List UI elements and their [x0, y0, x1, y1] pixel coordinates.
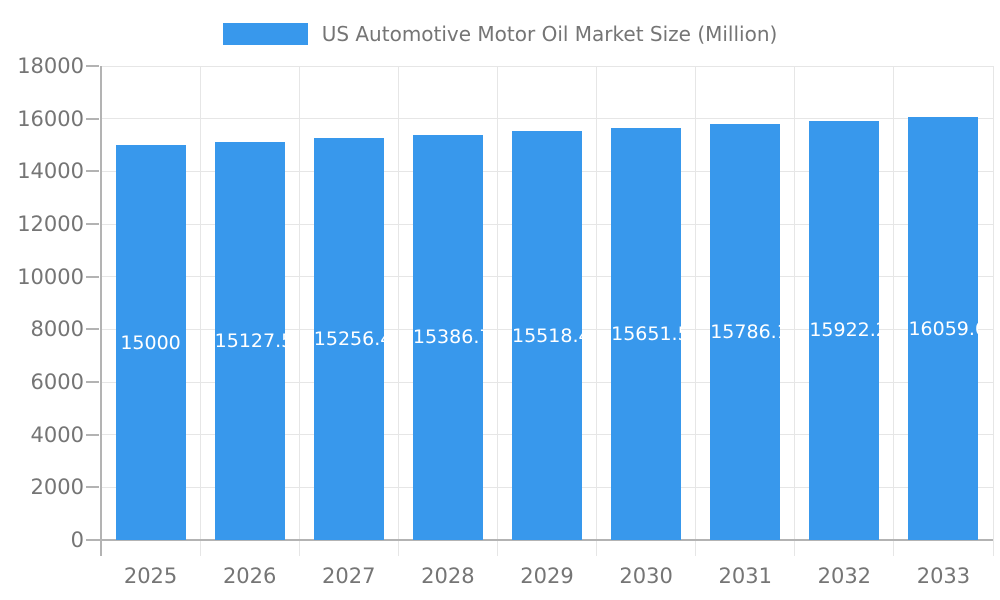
bar-2032[interactable] — [809, 120, 880, 540]
y-axis-label: 4000 — [30, 422, 84, 447]
gridline-vertical — [794, 66, 796, 556]
y-axis-tick — [86, 433, 99, 436]
gridline-vertical — [893, 66, 895, 556]
x-axis-label: 2030 — [619, 564, 673, 588]
x-axis-label: 2027 — [322, 564, 376, 588]
x-axis-label: 2033 — [916, 564, 971, 588]
gridline-vertical — [199, 66, 201, 556]
x-axis-label: 2026 — [222, 564, 277, 588]
bar-2033[interactable] — [908, 117, 979, 540]
y-axis-tick — [86, 65, 99, 67]
legend-swatch — [222, 23, 308, 45]
y-axis-tick — [86, 539, 99, 541]
x-axis-label: 2028 — [421, 564, 475, 588]
legend-label: US Automotive Motor Oil Market Size (Mil… — [321, 22, 778, 46]
y-axis-tick — [86, 170, 99, 173]
bar-2031[interactable] — [710, 124, 781, 540]
gridline-horizontal — [101, 65, 993, 67]
y-axis-label: 0 — [70, 528, 84, 552]
y-axis-label: 14000 — [17, 159, 84, 184]
y-axis-label: 8000 — [30, 317, 84, 342]
gridline-horizontal — [101, 118, 993, 120]
gridline-vertical — [596, 66, 598, 556]
gridline-vertical — [298, 66, 300, 556]
y-axis-label: 6000 — [30, 370, 84, 394]
y-axis-tick — [86, 381, 99, 383]
bar-2030[interactable] — [611, 127, 682, 540]
y-axis-label: 16000 — [17, 106, 84, 131]
gridline-vertical — [992, 66, 994, 556]
y-axis-tick — [86, 275, 99, 278]
x-axis-label: 2032 — [817, 564, 872, 588]
bar-2028[interactable] — [412, 134, 483, 540]
gridline-vertical — [397, 66, 399, 556]
gridline-vertical — [496, 66, 498, 556]
bar-2025[interactable] — [115, 145, 186, 540]
x-axis-label: 2025 — [123, 564, 178, 588]
y-axis-tick — [86, 486, 99, 489]
y-axis-line — [100, 66, 102, 556]
y-axis-label: 18000 — [17, 54, 84, 78]
bar-2029[interactable] — [512, 131, 582, 540]
bar-2026[interactable] — [214, 141, 285, 540]
y-axis-label: 12000 — [17, 212, 84, 236]
y-axis-tick — [86, 223, 99, 225]
y-axis-label: 2000 — [30, 475, 84, 500]
x-axis-label: 2029 — [520, 564, 574, 588]
y-axis-tick — [86, 328, 99, 331]
plot-area: 0 2000 4000 6000 8000 10000 12000 14000 16000 180… — [17, 54, 994, 588]
x-axis-label: 2031 — [718, 564, 772, 588]
y-axis-tick — [86, 117, 99, 120]
legend[interactable]: US Automotive Motor Oil Market Size (Mil… — [0, 20, 1000, 48]
gridline-vertical — [695, 66, 697, 556]
y-axis-label: 10000 — [17, 264, 84, 289]
bar-2027[interactable] — [313, 138, 384, 540]
